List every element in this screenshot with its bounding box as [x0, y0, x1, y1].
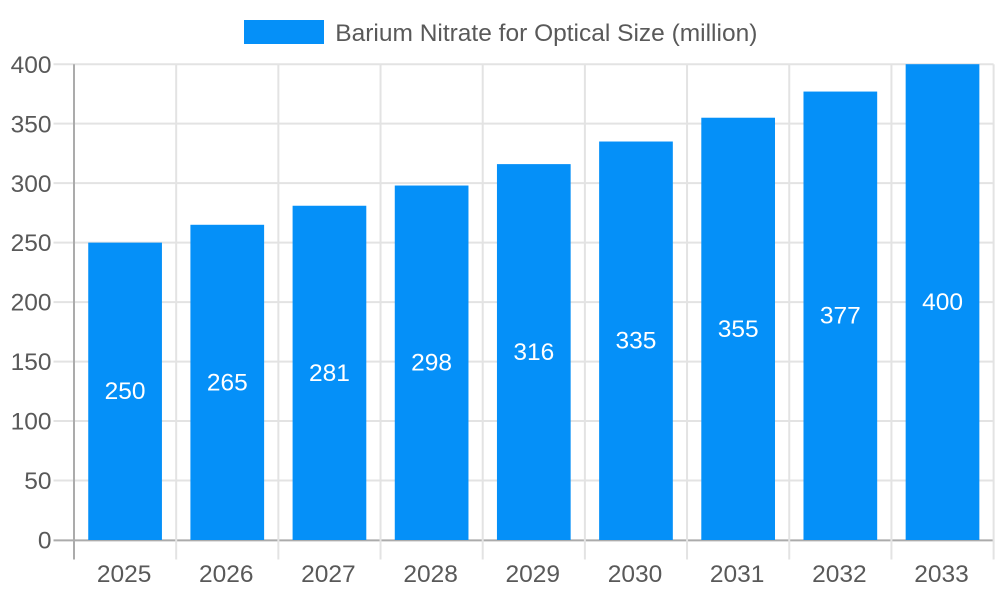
svg-text:Barium Nitrate for Optical Siz: Barium Nitrate for Optical Size (million…: [335, 20, 757, 47]
svg-text:2031: 2031: [710, 561, 765, 588]
svg-text:335: 335: [616, 328, 657, 355]
svg-text:281: 281: [309, 360, 350, 387]
svg-text:298: 298: [411, 350, 452, 377]
svg-text:250: 250: [105, 378, 146, 405]
svg-text:355: 355: [718, 316, 759, 343]
svg-text:100: 100: [11, 409, 52, 436]
svg-text:2032: 2032: [812, 561, 867, 588]
svg-text:316: 316: [513, 339, 554, 366]
svg-text:2026: 2026: [199, 561, 254, 588]
svg-text:150: 150: [11, 349, 52, 376]
svg-text:350: 350: [11, 111, 52, 138]
svg-text:250: 250: [11, 230, 52, 257]
svg-text:2027: 2027: [301, 561, 356, 588]
svg-text:400: 400: [11, 52, 52, 79]
svg-text:2030: 2030: [608, 561, 663, 588]
svg-text:200: 200: [11, 290, 52, 317]
svg-text:2033: 2033: [914, 561, 969, 588]
svg-text:300: 300: [11, 171, 52, 198]
svg-text:400: 400: [922, 289, 963, 316]
svg-text:2028: 2028: [403, 561, 458, 588]
svg-text:50: 50: [24, 468, 51, 495]
svg-text:265: 265: [207, 369, 248, 396]
svg-text:377: 377: [820, 303, 861, 330]
svg-text:2025: 2025: [97, 561, 152, 588]
svg-text:0: 0: [38, 528, 52, 555]
svg-text:2029: 2029: [506, 561, 561, 588]
